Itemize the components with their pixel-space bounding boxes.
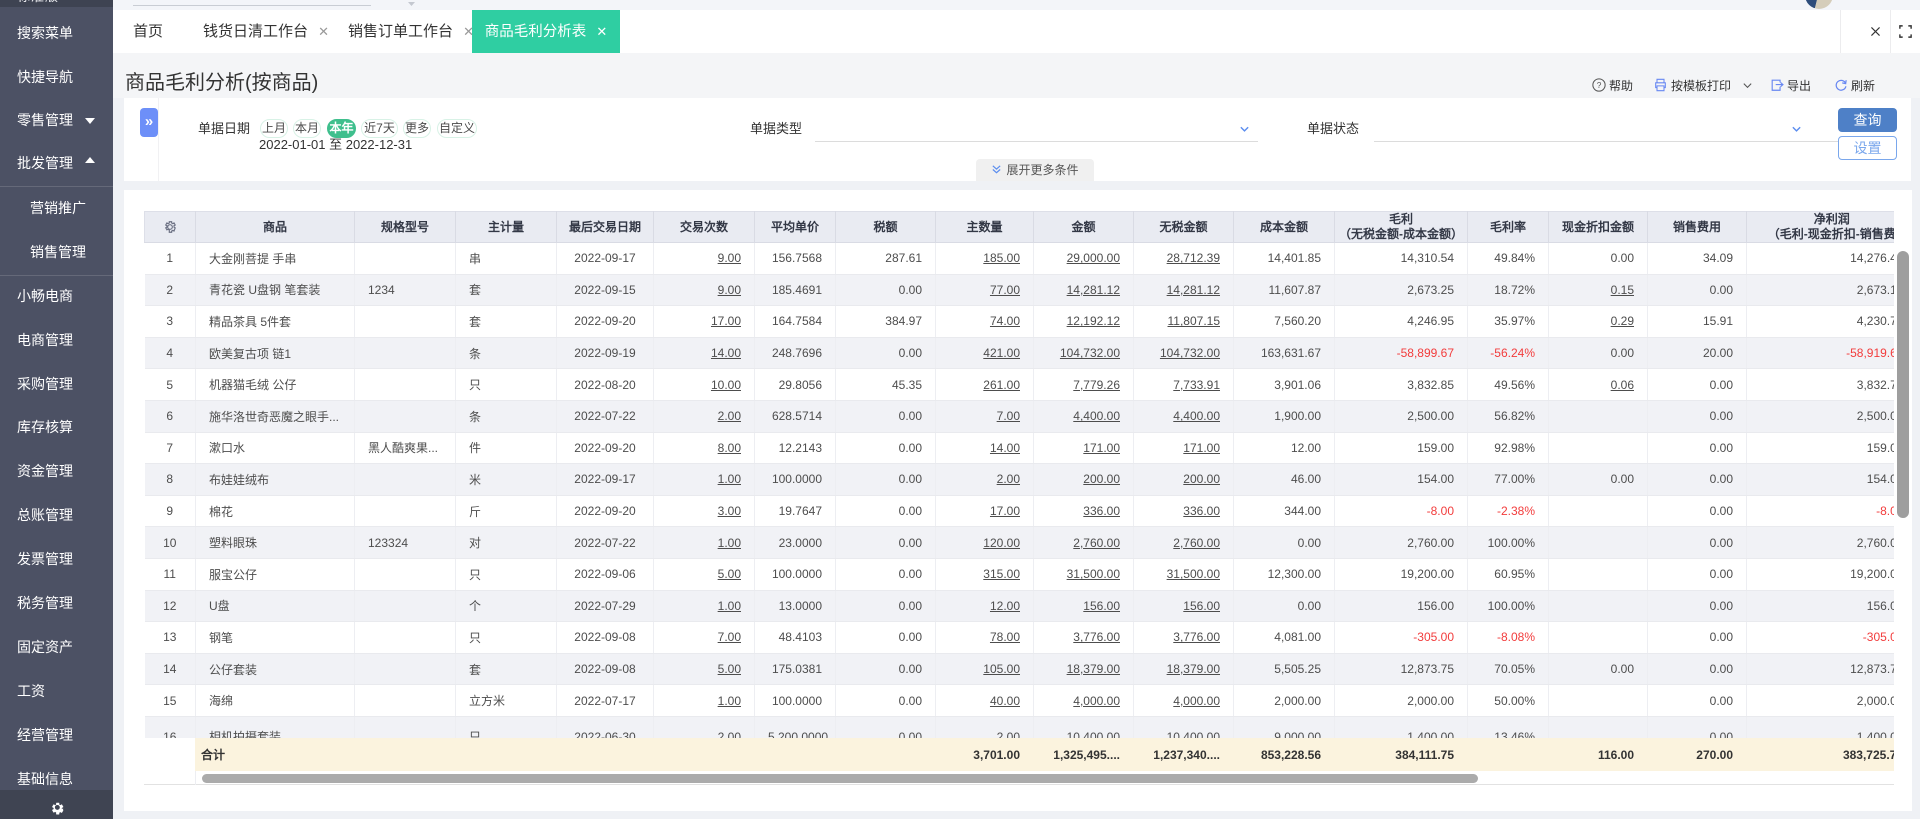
svg-text:?: ?	[1597, 80, 1602, 90]
